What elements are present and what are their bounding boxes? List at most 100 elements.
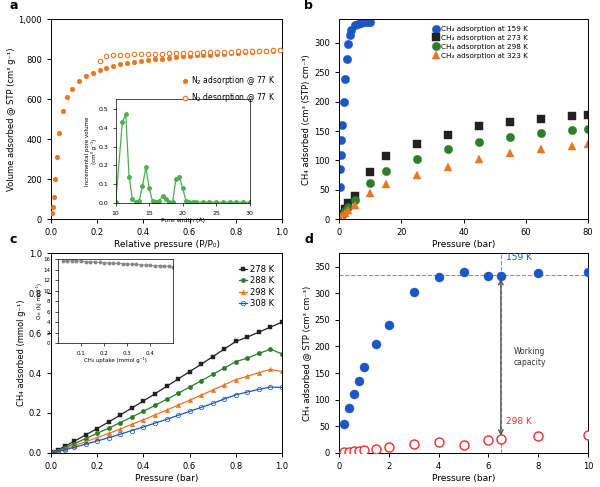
288 K bbox=[267, 346, 274, 352]
288 K bbox=[244, 355, 251, 361]
CH₄ adsorption at 298 K bbox=[351, 197, 358, 203]
X-axis label: Pressure (bar): Pressure (bar) bbox=[432, 474, 495, 483]
278 K bbox=[244, 334, 251, 340]
298 K bbox=[105, 431, 112, 436]
308 K bbox=[232, 392, 239, 398]
278 K bbox=[232, 338, 239, 344]
N$_2$ desorption @ 77 K bbox=[256, 48, 263, 54]
298 K bbox=[128, 421, 136, 427]
N$_2$ adsorption @ 77 K bbox=[131, 59, 138, 65]
N$_2$ desorption @ 77 K bbox=[200, 50, 207, 56]
308 K bbox=[209, 400, 216, 406]
288 K bbox=[221, 365, 228, 371]
Line: 298 K: 298 K bbox=[51, 367, 284, 454]
308 K bbox=[163, 416, 170, 422]
278 K bbox=[94, 426, 101, 431]
Legend: N$_2$ adsorption @ 77 K, N$_2$ desorption @ 77 K: N$_2$ adsorption @ 77 K, N$_2$ desorptio… bbox=[179, 72, 278, 107]
CH₄ adsorption at 273 K bbox=[475, 123, 482, 129]
N$_2$ desorption @ 77 K bbox=[110, 53, 117, 58]
308 K bbox=[55, 449, 62, 454]
N$_2$ adsorption @ 77 K bbox=[124, 60, 131, 66]
308 K bbox=[244, 389, 251, 395]
298 K bbox=[50, 450, 57, 455]
Line: N$_2$ desorption @ 77 K: N$_2$ desorption @ 77 K bbox=[97, 48, 282, 64]
298 K bbox=[278, 369, 286, 375]
CH₄ adsorption at 273 K bbox=[367, 169, 374, 175]
X-axis label: Pressure (bar): Pressure (bar) bbox=[432, 240, 495, 249]
278 K bbox=[267, 324, 274, 330]
288 K bbox=[278, 351, 286, 357]
CH₄ adsorption at 273 K bbox=[569, 113, 576, 119]
CH₄ adsorption at 159 K bbox=[337, 166, 344, 172]
298 K bbox=[221, 382, 228, 388]
CH₄ adsorption at 273 K bbox=[338, 211, 346, 217]
Text: 159 K: 159 K bbox=[506, 253, 532, 262]
N$_2$ adsorption @ 77 K bbox=[227, 51, 235, 56]
CH₄ adsorption at 298 K bbox=[569, 128, 576, 133]
N$_2$ adsorption @ 77 K bbox=[145, 57, 152, 63]
CH₄ adsorption at 323 K bbox=[345, 207, 352, 213]
278 K bbox=[151, 391, 158, 397]
CH₄ adsorption at 159 K bbox=[341, 76, 349, 82]
288 K bbox=[151, 402, 158, 408]
N$_2$ adsorption @ 77 K bbox=[82, 74, 89, 79]
N$_2$ adsorption @ 77 K bbox=[55, 131, 62, 136]
CH₄ adsorption at 159 K bbox=[360, 19, 367, 25]
308 K bbox=[105, 435, 112, 441]
Y-axis label: CH₄ adsorbed @ STP (cm³ cm⁻³): CH₄ adsorbed @ STP (cm³ cm⁻³) bbox=[302, 285, 311, 421]
N$_2$ desorption @ 77 K bbox=[172, 50, 179, 56]
288 K bbox=[197, 378, 205, 384]
N$_2$ desorption @ 77 K bbox=[207, 49, 214, 55]
298 K bbox=[140, 417, 147, 423]
Text: b: b bbox=[304, 0, 313, 13]
Text: 298 K: 298 K bbox=[506, 417, 532, 426]
CH₄ adsorption at 273 K bbox=[345, 200, 352, 206]
CH₄ adsorption at 159 K bbox=[338, 137, 345, 143]
278 K bbox=[128, 405, 136, 411]
278 K bbox=[163, 383, 170, 389]
278 K bbox=[71, 438, 78, 444]
Line: CH₄ adsorption at 273 K: CH₄ adsorption at 273 K bbox=[337, 111, 592, 220]
CH₄ adsorption at 298 K bbox=[337, 214, 344, 220]
N$_2$ adsorption @ 77 K bbox=[248, 49, 256, 55]
CH₄ adsorption at 159 K bbox=[336, 184, 343, 190]
298 K bbox=[94, 434, 101, 440]
Text: a: a bbox=[10, 0, 18, 13]
278 K bbox=[256, 329, 263, 335]
CH₄ adsorption at 159 K bbox=[340, 99, 347, 105]
308 K bbox=[278, 385, 286, 391]
CH₄ adsorption at 159 K bbox=[357, 20, 364, 26]
N$_2$ adsorption @ 77 K bbox=[64, 94, 71, 100]
CH₄ adsorption at 298 K bbox=[341, 208, 349, 214]
N$_2$ desorption @ 77 K bbox=[227, 49, 235, 55]
N$_2$ adsorption @ 77 K bbox=[89, 71, 96, 76]
N$_2$ desorption @ 77 K bbox=[276, 47, 283, 53]
298 K bbox=[197, 393, 205, 398]
CH₄ adsorption at 159 K bbox=[364, 19, 371, 25]
CH₄ adsorption at 298 K bbox=[506, 134, 514, 140]
N$_2$ desorption @ 77 K bbox=[124, 52, 131, 57]
N$_2$ desorption @ 77 K bbox=[117, 52, 124, 58]
N$_2$ adsorption @ 77 K bbox=[75, 78, 82, 84]
288 K bbox=[256, 351, 263, 356]
308 K bbox=[50, 450, 57, 455]
N$_2$ desorption @ 77 K bbox=[145, 51, 152, 57]
N$_2$ desorption @ 77 K bbox=[214, 49, 221, 55]
CH₄ adsorption at 323 K bbox=[413, 171, 421, 177]
288 K bbox=[128, 414, 136, 420]
CH₄ adsorption at 323 K bbox=[382, 181, 389, 187]
288 K bbox=[55, 448, 62, 453]
298 K bbox=[151, 412, 158, 418]
Text: d: d bbox=[304, 233, 313, 246]
N$_2$ adsorption @ 77 K bbox=[151, 56, 158, 62]
CH₄ adsorption at 159 K bbox=[345, 41, 352, 47]
288 K bbox=[105, 425, 112, 431]
N$_2$ adsorption @ 77 K bbox=[50, 194, 58, 200]
CH₄ adsorption at 298 K bbox=[584, 126, 592, 131]
X-axis label: Pressure (bar): Pressure (bar) bbox=[135, 474, 198, 483]
N$_2$ adsorption @ 77 K bbox=[59, 109, 66, 114]
278 K bbox=[197, 361, 205, 367]
Y-axis label: CH₄ adsorbed (cm³ (STP) cm⁻³): CH₄ adsorbed (cm³ (STP) cm⁻³) bbox=[302, 54, 311, 185]
278 K bbox=[82, 432, 89, 438]
298 K bbox=[209, 387, 216, 393]
